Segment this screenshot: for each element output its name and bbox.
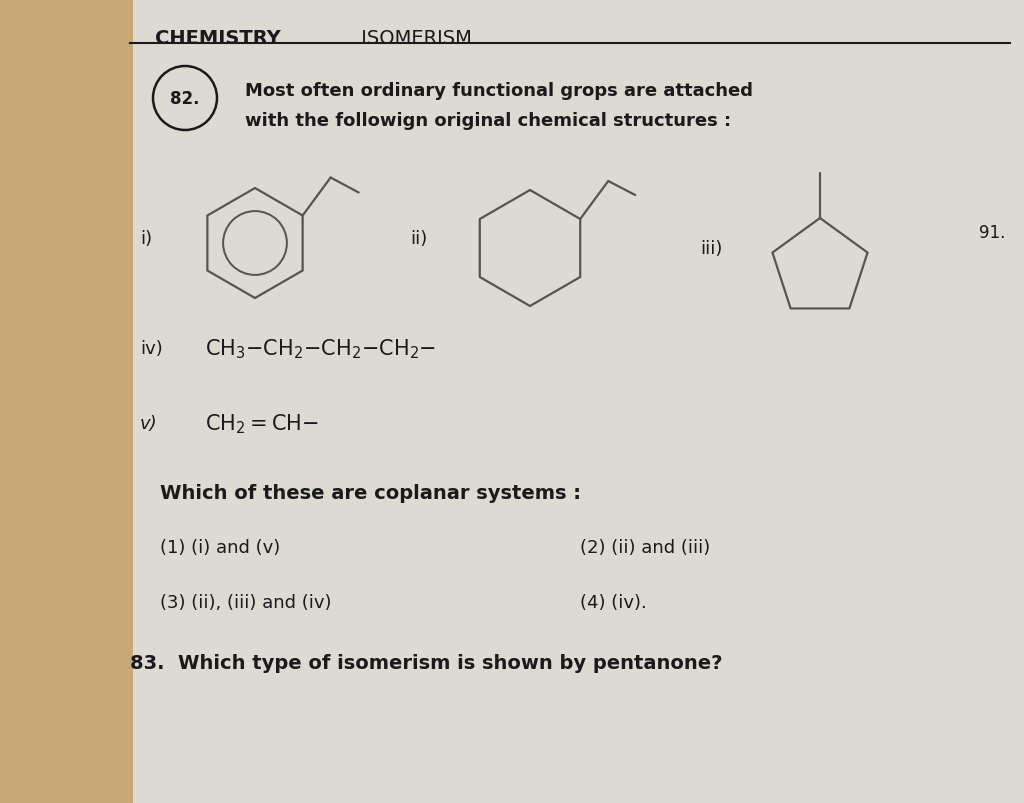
Text: (3) (ii), (iii) and (iv): (3) (ii), (iii) and (iv): [160, 593, 332, 611]
Text: with the followign original chemical structures :: with the followign original chemical str…: [245, 112, 731, 130]
Text: Which of these are coplanar systems :: Which of these are coplanar systems :: [160, 483, 581, 503]
Text: ii): ii): [410, 230, 427, 247]
Text: (1) (i) and (v): (1) (i) and (v): [160, 538, 281, 556]
Text: $\mathregular{CH_3{-}CH_2{-}CH_2{-}CH_2{-}}$: $\mathregular{CH_3{-}CH_2{-}CH_2{-}CH_2{…: [205, 336, 436, 361]
Text: iv): iv): [140, 340, 163, 357]
Text: iii): iii): [700, 240, 722, 258]
Text: $\mathregular{CH_2{=}CH{-}}$: $\mathregular{CH_2{=}CH{-}}$: [205, 412, 318, 435]
Text: 82.: 82.: [170, 90, 200, 108]
Text: CHEMISTRY: CHEMISTRY: [155, 29, 281, 48]
Text: v): v): [140, 414, 158, 433]
Text: i): i): [140, 230, 153, 247]
Text: (2) (ii) and (iii): (2) (ii) and (iii): [580, 538, 711, 556]
Text: Most often ordinary functional grops are attached: Most often ordinary functional grops are…: [245, 82, 753, 100]
Text: 83.  Which type of isomerism is shown by pentanone?: 83. Which type of isomerism is shown by …: [130, 653, 723, 672]
Text: ISOMERISM: ISOMERISM: [355, 29, 472, 48]
Text: (4) (iv).: (4) (iv).: [580, 593, 647, 611]
Text: 91.: 91.: [979, 224, 1005, 242]
